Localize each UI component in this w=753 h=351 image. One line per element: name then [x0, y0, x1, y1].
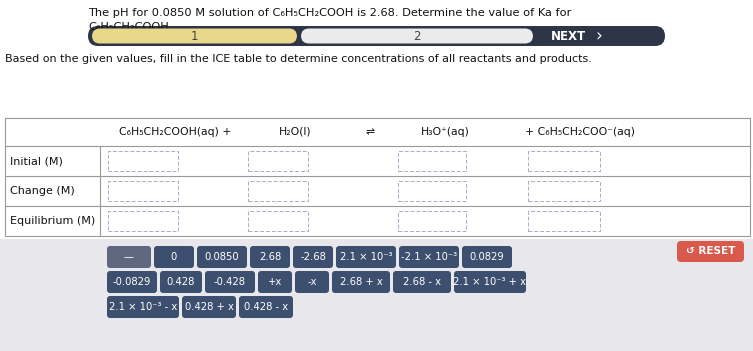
FancyBboxPatch shape [182, 296, 236, 318]
FancyBboxPatch shape [92, 28, 297, 44]
FancyBboxPatch shape [528, 151, 600, 171]
Text: 1: 1 [191, 29, 198, 42]
Bar [5, 118, 750, 236]
Text: -2.1 × 10⁻³: -2.1 × 10⁻³ [401, 252, 457, 262]
Text: 0: 0 [171, 252, 177, 262]
FancyBboxPatch shape [88, 26, 665, 46]
FancyBboxPatch shape [248, 151, 308, 171]
Text: ↺ RESET: ↺ RESET [686, 246, 735, 257]
Text: C₆H₅CH₂COOH.: C₆H₅CH₂COOH. [88, 22, 172, 32]
FancyBboxPatch shape [528, 181, 600, 201]
FancyBboxPatch shape [398, 181, 466, 201]
FancyBboxPatch shape [677, 241, 744, 262]
FancyBboxPatch shape [154, 246, 194, 268]
FancyBboxPatch shape [332, 271, 390, 293]
Text: 2: 2 [413, 29, 421, 42]
FancyBboxPatch shape [197, 246, 247, 268]
Text: 2.68: 2.68 [259, 252, 281, 262]
FancyBboxPatch shape [108, 211, 178, 231]
Text: 2.1 × 10⁻³: 2.1 × 10⁻³ [340, 252, 392, 262]
Text: -0.428: -0.428 [214, 277, 246, 287]
Text: 0.428: 0.428 [167, 277, 195, 287]
Bar [0, 239, 753, 351]
Text: Based on the given values, fill in the ICE table to determine concentrations of : Based on the given values, fill in the I… [5, 54, 592, 64]
Text: Equilibrium (M): Equilibrium (M) [10, 216, 95, 226]
Text: C₆H₅CH₂COOH(aq) +: C₆H₅CH₂COOH(aq) + [119, 127, 231, 137]
FancyBboxPatch shape [248, 181, 308, 201]
FancyBboxPatch shape [107, 271, 157, 293]
FancyBboxPatch shape [160, 271, 202, 293]
FancyBboxPatch shape [398, 151, 466, 171]
Text: Change (M): Change (M) [10, 186, 75, 196]
Text: 0.428 + x: 0.428 + x [184, 302, 233, 312]
Text: —: — [124, 252, 134, 262]
Text: ⇌: ⇌ [365, 127, 374, 137]
Text: ›: › [596, 27, 602, 45]
Text: 0.0850: 0.0850 [205, 252, 239, 262]
Text: Initial (M): Initial (M) [10, 156, 62, 166]
Text: 2.1 × 10⁻³ - x: 2.1 × 10⁻³ - x [109, 302, 177, 312]
Text: + C₆H₅CH₂COO⁻(aq): + C₆H₅CH₂COO⁻(aq) [525, 127, 635, 137]
FancyBboxPatch shape [295, 271, 329, 293]
Text: 0.0829: 0.0829 [470, 252, 505, 262]
FancyBboxPatch shape [107, 246, 151, 268]
FancyBboxPatch shape [454, 271, 526, 293]
Text: +x: +x [268, 277, 282, 287]
FancyBboxPatch shape [248, 211, 308, 231]
Text: 2.68 + x: 2.68 + x [340, 277, 383, 287]
FancyBboxPatch shape [250, 246, 290, 268]
FancyBboxPatch shape [107, 296, 179, 318]
Text: -0.0829: -0.0829 [113, 277, 151, 287]
FancyBboxPatch shape [108, 181, 178, 201]
FancyBboxPatch shape [399, 246, 459, 268]
FancyBboxPatch shape [205, 271, 255, 293]
FancyBboxPatch shape [336, 246, 396, 268]
FancyBboxPatch shape [258, 271, 292, 293]
Text: H₃O⁺(aq): H₃O⁺(aq) [421, 127, 469, 137]
Text: H₂O(l): H₂O(l) [279, 127, 311, 137]
FancyBboxPatch shape [462, 246, 512, 268]
Text: NEXT: NEXT [550, 29, 586, 42]
FancyBboxPatch shape [293, 246, 333, 268]
Text: -x: -x [307, 277, 317, 287]
FancyBboxPatch shape [528, 211, 600, 231]
Text: 2.68 - x: 2.68 - x [403, 277, 441, 287]
FancyBboxPatch shape [108, 151, 178, 171]
FancyBboxPatch shape [393, 271, 451, 293]
Text: 2.1 × 10⁻³ + x: 2.1 × 10⁻³ + x [453, 277, 526, 287]
Text: -2.68: -2.68 [300, 252, 326, 262]
FancyBboxPatch shape [239, 296, 293, 318]
Text: 0.428 - x: 0.428 - x [244, 302, 288, 312]
Text: The pH for 0.0850 M solution of C₆H₅CH₂COOH is 2.68. Determine the value of Ka f: The pH for 0.0850 M solution of C₆H₅CH₂C… [88, 8, 572, 18]
FancyBboxPatch shape [398, 211, 466, 231]
FancyBboxPatch shape [301, 28, 533, 44]
